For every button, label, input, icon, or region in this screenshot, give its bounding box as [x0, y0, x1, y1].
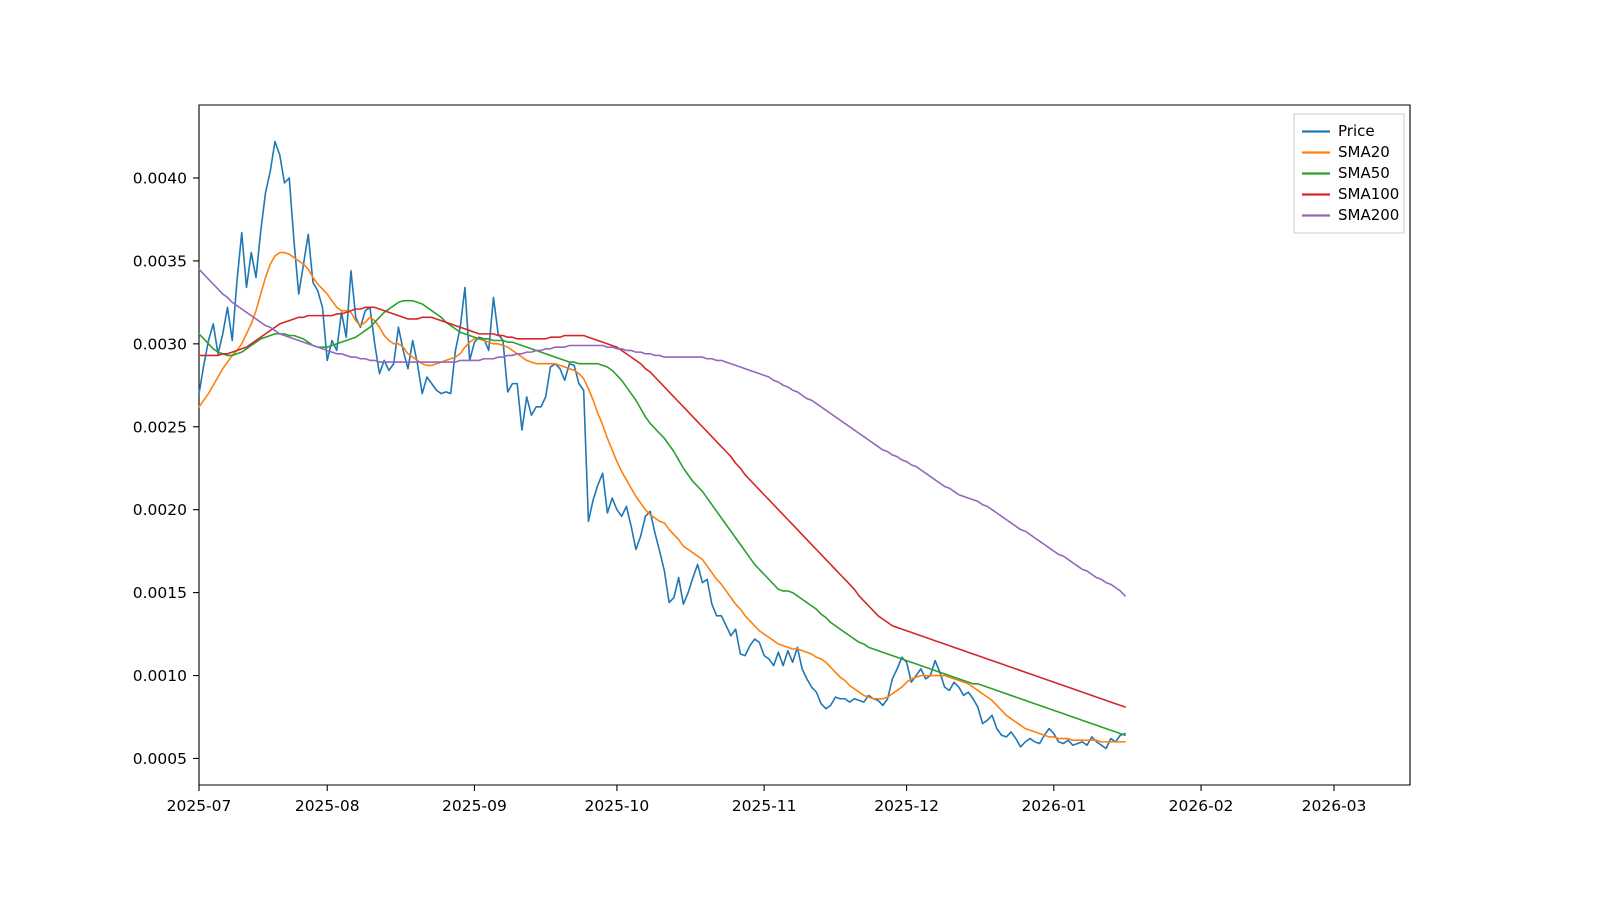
- axes-frame: [198, 104, 1411, 786]
- legend-label-sma100: SMA100: [1338, 185, 1399, 203]
- legend-label-sma200: SMA200: [1338, 206, 1399, 224]
- x-axis-ticks: 2025-07 2025-08 2025-09 2025-10 2025-11 2025-…: [167, 785, 1367, 815]
- y-axis-ticks: 0.0005 0.0010 0.0015 0.0020 0.0025 0.0030 0.00…: [133, 169, 199, 768]
- chart-legend[interactable]: Price SMA20 SMA50 SMA100 SMA200: [1293, 113, 1405, 234]
- legend-label-sma50: SMA50: [1338, 164, 1390, 182]
- series-line-sma50: [198, 299, 1126, 737]
- legend-label-price: Price: [1338, 122, 1375, 140]
- x-tick-label: 2025-10: [585, 797, 650, 815]
- x-tick-label: 2025-08: [295, 797, 360, 815]
- x-tick-label: 2026-02: [1169, 797, 1234, 815]
- x-tick-label: 2025-09: [442, 797, 507, 815]
- series-line-price: [198, 140, 1126, 750]
- y-tick-label: 0.0040: [133, 169, 187, 187]
- y-tick-label: 0.0010: [133, 667, 187, 685]
- series-line-sma100: [198, 306, 1126, 708]
- y-tick-label: 0.0025: [133, 418, 187, 436]
- x-tick-label: 2026-01: [1021, 797, 1086, 815]
- legend-label-sma20: SMA20: [1338, 143, 1390, 161]
- y-tick-label: 0.0030: [133, 335, 187, 353]
- x-tick-label: 2025-11: [732, 797, 797, 815]
- data-series-group: [198, 140, 1126, 750]
- y-tick-label: 0.0020: [133, 501, 187, 519]
- series-line-sma20: [198, 251, 1126, 743]
- series-line-sma200: [198, 268, 1126, 597]
- y-tick-label: 0.0005: [133, 750, 187, 768]
- x-tick-label: 2026-03: [1302, 797, 1367, 815]
- y-tick-label: 0.0035: [133, 252, 187, 270]
- y-tick-label: 0.0015: [133, 584, 187, 602]
- x-tick-label: 2025-12: [874, 797, 939, 815]
- x-tick-label: 2025-07: [167, 797, 232, 815]
